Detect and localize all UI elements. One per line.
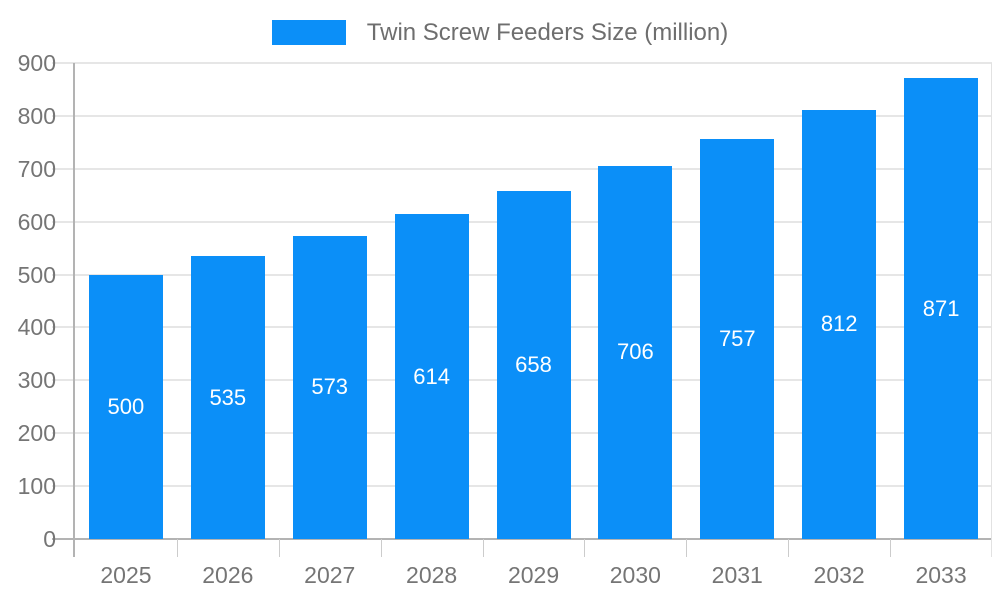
bar-value-label: 500 <box>107 393 145 419</box>
bar-2026[interactable]: 535 <box>190 256 265 539</box>
bar-value-label: 614 <box>413 363 450 389</box>
plot-right-border <box>991 63 992 557</box>
y-axis-tick-label: 600 <box>17 208 56 235</box>
bar-2030[interactable]: 706 <box>598 165 673 539</box>
y-axis-tick-label: 100 <box>17 473 56 500</box>
y-axis-tick-label: 800 <box>17 102 56 129</box>
x-axis-tick <box>483 539 484 557</box>
y-axis-tick-label: 400 <box>17 314 56 341</box>
y-axis-tick-label: 500 <box>17 261 56 288</box>
x-axis-tick-label: 2028 <box>406 562 458 588</box>
x-axis-tick <box>177 539 178 557</box>
x-axis-tick <box>584 539 585 557</box>
y-axis-tick-label: 200 <box>17 420 56 447</box>
bar-2028[interactable]: 614 <box>394 214 469 539</box>
bar-2033[interactable]: 871 <box>904 78 979 539</box>
x-axis-tick-label: 2030 <box>609 562 661 588</box>
x-axis-tick-label: 2032 <box>813 562 865 588</box>
x-axis-tick <box>686 539 687 557</box>
bar-value-label: 658 <box>515 352 552 377</box>
x-axis-tick-label: 2025 <box>100 562 152 588</box>
x-axis-tick <box>890 539 891 557</box>
x-axis-tick-label: 2026 <box>202 562 254 588</box>
bar-value-label: 535 <box>209 384 247 410</box>
x-axis-baseline <box>52 538 992 540</box>
y-axis-line <box>73 63 75 557</box>
x-axis-tick-label: 2031 <box>711 562 763 588</box>
bar-value-label: 871 <box>922 295 960 321</box>
x-axis-tick-label: 2033 <box>915 562 967 588</box>
legend-swatch <box>271 20 346 45</box>
legend-label: Twin Screw Feeders Size (million) <box>366 19 729 46</box>
bar-2031[interactable]: 757 <box>700 138 775 539</box>
gridline <box>52 167 992 170</box>
bar-2027[interactable]: 573 <box>292 235 367 539</box>
bar-value-label: 706 <box>617 339 654 365</box>
bar-value-label: 573 <box>311 374 349 400</box>
chart-legend[interactable]: Twin Screw Feeders Size (million) <box>0 19 1000 46</box>
gridline <box>52 114 992 117</box>
bar-value-label: 812 <box>820 311 858 337</box>
bar-2032[interactable]: 812 <box>802 109 877 539</box>
x-axis-tick <box>788 539 789 557</box>
x-axis-tick-label: 2029 <box>507 562 560 588</box>
y-axis-tick-label: 700 <box>17 155 56 182</box>
x-axis-tick <box>381 539 382 557</box>
y-axis-tick-label: 900 <box>17 50 56 76</box>
bar-2025[interactable]: 500 <box>88 274 163 539</box>
y-axis-tick-label: 300 <box>17 367 56 394</box>
x-axis-tick <box>279 539 280 557</box>
gridline <box>52 62 992 64</box>
bar-value-label: 757 <box>718 325 756 351</box>
x-axis-tick-label: 2027 <box>304 562 356 588</box>
bar-2029[interactable]: 658 <box>496 191 571 539</box>
y-axis-tick-label: 0 <box>43 526 56 552</box>
